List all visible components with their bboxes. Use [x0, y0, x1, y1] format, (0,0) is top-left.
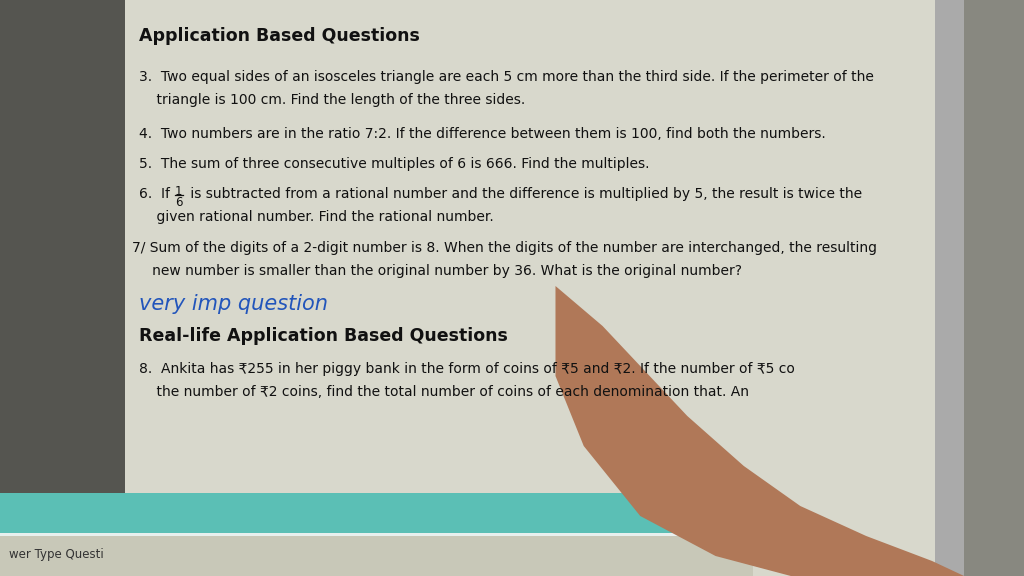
Bar	[0, 536, 754, 576]
Text: 6.  If: 6. If	[139, 187, 175, 200]
Bar	[125, 0, 935, 576]
Text: 4.  Two numbers are in the ratio 7:2. If the difference between them is 100, fin: 4. Two numbers are in the ratio 7:2. If …	[139, 127, 826, 141]
Bar	[0, 493, 754, 538]
Text: given rational number. Find the rational number.: given rational number. Find the rational…	[139, 210, 495, 223]
Text: very imp question: very imp question	[139, 294, 329, 314]
Text: Application Based Questions: Application Based Questions	[139, 27, 420, 45]
Text: is subtracted from a rational number and the difference is multiplied by 5, the : is subtracted from a rational number and…	[186, 187, 862, 200]
Text: triangle is 100 cm. Find the length of the three sides.: triangle is 100 cm. Find the length of t…	[139, 93, 525, 107]
Text: 7/ Sum of the digits of a 2-digit number is 8. When the digits of the number are: 7/ Sum of the digits of a 2-digit number…	[132, 241, 877, 255]
Bar	[935, 0, 965, 576]
Text: 1: 1	[175, 185, 182, 198]
Text: the number of ₹2 coins, find the total number of coins of each denomination that: the number of ₹2 coins, find the total n…	[139, 385, 750, 399]
Text: 6: 6	[175, 196, 182, 209]
Bar	[0, 533, 754, 548]
Text: wer Type Questi: wer Type Questi	[9, 548, 104, 561]
Text: new number is smaller than the original number by 36. What is the original numbe: new number is smaller than the original …	[139, 264, 742, 278]
Polygon shape	[555, 286, 965, 576]
Text: 5.  The sum of three consecutive multiples of 6 is 666. Find the multiples.: 5. The sum of three consecutive multiple…	[139, 157, 650, 170]
Text: 8.  Ankita has ₹255 in her piggy bank in the form of coins of ₹5 and ₹2. If the : 8. Ankita has ₹255 in her piggy bank in …	[139, 362, 796, 376]
Text: 3.  Two equal sides of an isosceles triangle are each 5 cm more than the third s: 3. Two equal sides of an isosceles trian…	[139, 70, 874, 84]
Bar	[0, 0, 127, 576]
Text: Real-life Application Based Questions: Real-life Application Based Questions	[139, 327, 508, 345]
